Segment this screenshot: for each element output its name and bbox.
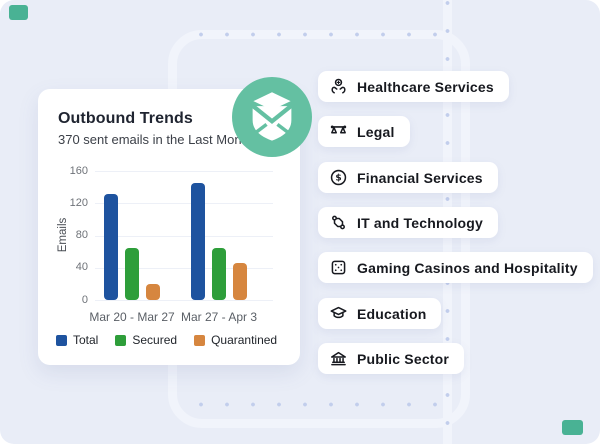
graduation-cap-icon (330, 306, 347, 319)
legend-item-total[interactable]: Total (56, 333, 98, 347)
industry-pill-it-and-technology[interactable]: IT and Technology (318, 207, 499, 238)
legend-swatch (194, 334, 206, 346)
bar-total-2[interactable] (191, 183, 205, 300)
dollar-circle-icon: $ (330, 169, 347, 186)
legend-label: Total (73, 333, 99, 347)
teal-corner-square-bottom-right (562, 420, 583, 435)
bar-total-1[interactable] (104, 194, 118, 300)
card-title: Outbound Trends (58, 110, 193, 127)
industry-pill-healthcare-services[interactable]: Healthcare Services (318, 71, 509, 102)
industry-pill-financial-services[interactable]: $ Financial Services (318, 162, 498, 193)
x-category-label: Mar 27 - Apr 3 (180, 310, 258, 324)
y-tick-label: 160 (69, 164, 88, 177)
dotted-line-top (198, 32, 440, 37)
y-tick-label: 80 (75, 229, 88, 241)
legend-label: Quarantined (211, 333, 278, 347)
legend-item-quarantined[interactable]: Quarantined (194, 333, 277, 347)
network-route-icon (332, 215, 345, 230)
industry-pill-public-sector[interactable]: Public Sector (318, 343, 465, 374)
bank-icon (330, 351, 347, 366)
industry-label: Gaming Casinos and Hospitality (357, 259, 578, 276)
grid-line (95, 203, 273, 205)
dotted-line-bottom (198, 402, 442, 407)
grid-line (95, 300, 273, 301)
bar-quarantined-2[interactable] (233, 262, 247, 300)
legend-swatch (115, 334, 127, 346)
industry-label: IT and Technology (357, 214, 484, 231)
legend-label: Secured (132, 333, 178, 347)
industry-pill-legal[interactable]: Legal (318, 116, 410, 147)
envelope-icon (248, 92, 296, 141)
healthcare-hands-icon (331, 78, 346, 94)
grid-line (95, 171, 273, 172)
dice-icon (331, 260, 346, 275)
industry-label: Legal (357, 123, 395, 140)
legend-swatch (56, 334, 67, 346)
chart-legend: Total Secured Quarantined (56, 333, 277, 347)
teal-corner-square-top-left (9, 5, 28, 20)
industry-label: Healthcare Services (357, 78, 494, 95)
legend-item-secured[interactable]: Secured (115, 333, 177, 347)
bar-secured-2[interactable] (212, 247, 226, 300)
y-tick-label: 40 (75, 261, 88, 274)
bar-secured-1[interactable] (125, 247, 139, 300)
svg-text:$: $ (335, 174, 341, 184)
x-category-label: Mar 20 - Mar 27 (89, 310, 175, 324)
industry-pill-education[interactable]: Education (318, 298, 442, 329)
y-tick-label: 120 (69, 196, 88, 209)
industry-label: Financial Services (357, 169, 483, 186)
bar-chart: Emails 0 40 80 120 160 Mar 20 - Mar 27 Mar 27 … (38, 89, 300, 365)
y-tick-label: 0 (81, 293, 88, 306)
industry-label: Public Sector (357, 350, 450, 367)
industry-pill-gaming-casinos-and-hospitality[interactable]: Gaming Casinos and Hospitality (318, 252, 593, 283)
industry-label: Education (357, 305, 427, 322)
grid-line (95, 267, 273, 269)
email-badge (232, 77, 312, 157)
scales-icon (330, 125, 347, 134)
card-subtitle: 370 sent emails in the Last Month (58, 132, 253, 147)
grid-line (95, 235, 273, 237)
bar-quarantined-1[interactable] (146, 283, 160, 300)
